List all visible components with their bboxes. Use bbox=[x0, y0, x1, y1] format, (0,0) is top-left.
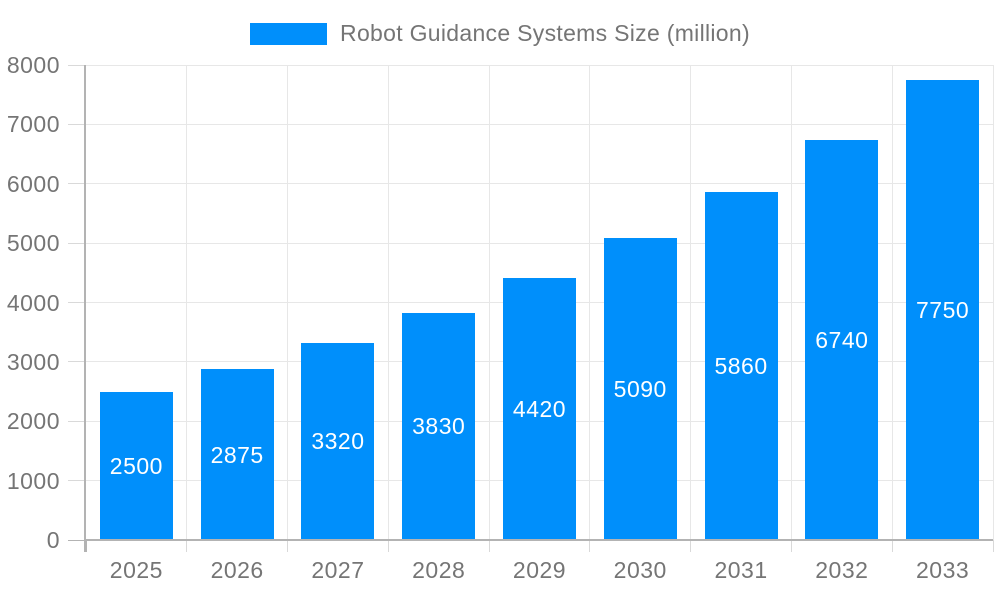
bar-2032[interactable] bbox=[805, 139, 879, 540]
bar-value-label: 2500 bbox=[109, 452, 163, 479]
bar-2027[interactable] bbox=[301, 342, 375, 540]
y-tick-label: 4000 bbox=[6, 289, 60, 316]
legend[interactable]: Robot Guidance Systems Size (million) bbox=[0, 20, 1000, 47]
gridline-vertical bbox=[387, 65, 389, 540]
x-tick-label: 2032 bbox=[815, 557, 869, 583]
x-axis-tick bbox=[186, 540, 188, 552]
bar-2029[interactable] bbox=[503, 277, 576, 540]
x-axis-tick bbox=[387, 540, 389, 552]
y-axis-tick bbox=[68, 64, 86, 66]
gridline-vertical bbox=[992, 65, 994, 540]
x-axis-tick bbox=[992, 540, 994, 552]
y-tick-label: 1000 bbox=[6, 467, 60, 494]
bar-2031[interactable] bbox=[704, 192, 778, 540]
y-tick-label: 0 bbox=[46, 527, 60, 553]
gridline-horizontal bbox=[86, 242, 993, 244]
x-tick-label: 2031 bbox=[714, 557, 768, 583]
bar-value-label: 3830 bbox=[412, 413, 466, 440]
gridline-vertical bbox=[186, 65, 188, 540]
x-tick-label: 2027 bbox=[311, 557, 365, 583]
x-tick-label: 2028 bbox=[412, 557, 466, 583]
legend-label[interactable]: Robot Guidance Systems Size (million) bbox=[340, 20, 750, 46]
bar-2030[interactable] bbox=[603, 237, 677, 540]
y-axis-tick bbox=[68, 480, 86, 482]
x-tick-label: 2033 bbox=[916, 557, 970, 583]
x-axis-tick bbox=[891, 540, 893, 552]
x-axis-tick bbox=[690, 540, 692, 552]
y-axis-tick bbox=[68, 361, 86, 363]
y-tick-label: 6000 bbox=[6, 170, 60, 197]
bar-2028[interactable] bbox=[402, 312, 476, 540]
bar-value-label: 3320 bbox=[311, 428, 365, 455]
gridline-vertical bbox=[488, 65, 490, 540]
bar-value-label: 5090 bbox=[613, 375, 667, 402]
x-tick-label: 2029 bbox=[512, 557, 567, 583]
x-axis-tick bbox=[589, 540, 591, 552]
bar-value-label: 2875 bbox=[210, 441, 264, 468]
y-axis-tick bbox=[68, 420, 86, 422]
bar-value-label: 7750 bbox=[916, 296, 970, 323]
y-tick-label: 2000 bbox=[6, 408, 60, 435]
gridline-horizontal bbox=[86, 64, 993, 66]
y-axis-tick bbox=[68, 539, 86, 541]
x-axis-tick bbox=[287, 540, 289, 552]
legend-swatch[interactable] bbox=[250, 22, 328, 45]
bar-value-label: 4420 bbox=[512, 395, 567, 422]
x-axis-tick bbox=[790, 540, 792, 552]
y-axis-tick bbox=[68, 302, 86, 303]
x-tick-label: 2026 bbox=[210, 557, 264, 583]
bar-2025[interactable] bbox=[99, 391, 173, 540]
gridline-vertical bbox=[790, 65, 792, 540]
x-axis-line bbox=[86, 539, 993, 541]
y-axis-tick bbox=[68, 183, 86, 185]
y-axis-tick bbox=[68, 123, 86, 125]
gridline-vertical bbox=[891, 65, 893, 540]
gridline-vertical bbox=[287, 65, 289, 540]
gridline-horizontal bbox=[86, 183, 993, 185]
x-axis-tick bbox=[85, 540, 87, 552]
bar-2033[interactable] bbox=[906, 79, 980, 540]
bar-value-label: 5860 bbox=[714, 353, 768, 380]
x-tick-label: 2025 bbox=[109, 557, 163, 583]
y-axis-line bbox=[84, 65, 86, 552]
y-tick-label: 8000 bbox=[6, 52, 60, 78]
y-tick-label: 7000 bbox=[6, 111, 60, 138]
x-axis-tick bbox=[488, 540, 490, 552]
gridline-vertical bbox=[589, 65, 591, 540]
gridline-horizontal bbox=[86, 123, 993, 125]
gridline-vertical bbox=[690, 65, 692, 540]
y-axis-tick bbox=[68, 242, 86, 244]
y-tick-label: 5000 bbox=[6, 230, 60, 257]
bar-value-label: 6740 bbox=[815, 326, 869, 353]
x-tick-label: 2030 bbox=[613, 557, 667, 583]
bar-2026[interactable] bbox=[200, 369, 274, 540]
y-tick-label: 3000 bbox=[6, 348, 60, 375]
